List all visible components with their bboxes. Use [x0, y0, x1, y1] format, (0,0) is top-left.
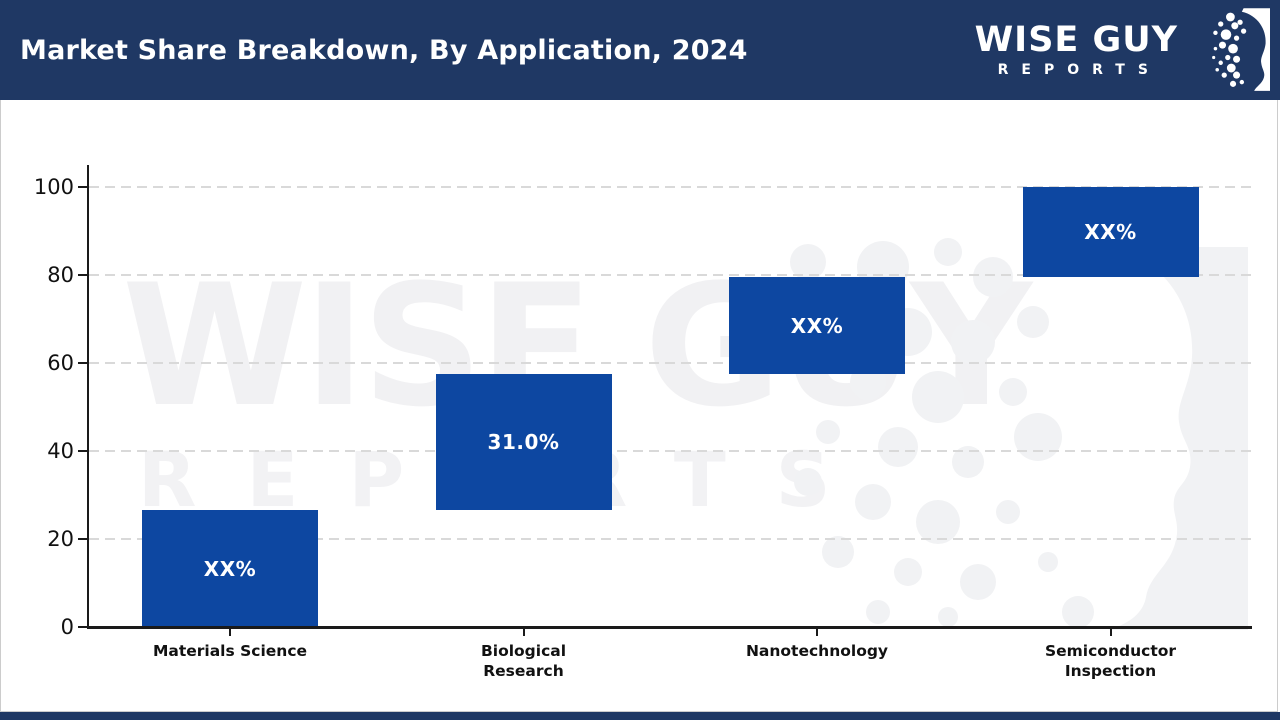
- footer-bar: [0, 712, 1280, 720]
- bar-value-label: 31.0%: [487, 430, 560, 455]
- x-category-label: Semiconductor Inspection: [1044, 642, 1177, 680]
- wiseguy-logo: WISE GUY REPORTS: [975, 4, 1270, 96]
- y-tick-label: 0: [60, 615, 74, 639]
- x-category-label: Nanotechnology: [745, 642, 889, 660]
- bar-value-label: XX%: [203, 556, 257, 581]
- bar-value-label: XX%: [1084, 220, 1137, 245]
- x-axis-line: [87, 626, 1252, 629]
- bar-materials-science: XX%: [142, 510, 318, 627]
- page-title: Market Share Breakdown, By Application, …: [20, 34, 748, 66]
- gridline-40: [89, 450, 1252, 452]
- y-tick-label: 80: [47, 263, 74, 287]
- bar-nanotechnology: XX%: [729, 277, 905, 374]
- logo-subtitle: REPORTS: [997, 61, 1161, 78]
- y-tick-label: 20: [47, 527, 74, 551]
- y-tick: [78, 274, 88, 276]
- x-tick: [1109, 628, 1112, 636]
- gridline-100: [89, 186, 1252, 188]
- y-tick: [78, 626, 88, 628]
- x-category-label: Biological Research: [480, 642, 567, 680]
- bar-biological-research: 31.0%: [435, 374, 612, 511]
- header: Market Share Breakdown, By Application, …: [0, 0, 1280, 100]
- bar-semiconductor-inspection: XX%: [1022, 187, 1199, 278]
- gridline-60: [89, 362, 1252, 364]
- y-tick: [78, 450, 88, 452]
- x-tick: [816, 628, 818, 636]
- gridline-80: [89, 274, 1252, 276]
- x-tick: [522, 628, 525, 636]
- y-axis-line: [87, 165, 89, 628]
- x-category-label: Materials Science: [152, 642, 308, 660]
- gridline-20: [89, 538, 1252, 540]
- y-tick: [78, 362, 88, 364]
- y-tick: [78, 538, 88, 540]
- x-tick: [229, 628, 231, 636]
- y-tick-label: 60: [47, 351, 74, 375]
- y-tick: [78, 186, 88, 188]
- logo-wordmark: WISE GUY: [974, 19, 1178, 60]
- logo-face-icon: [1212, 8, 1270, 91]
- logo-text: WISE GUY REPORTS: [974, 19, 1178, 78]
- bar-value-label: XX%: [790, 313, 844, 338]
- y-tick-label: 100: [33, 175, 74, 199]
- y-tick-label: 40: [47, 439, 74, 463]
